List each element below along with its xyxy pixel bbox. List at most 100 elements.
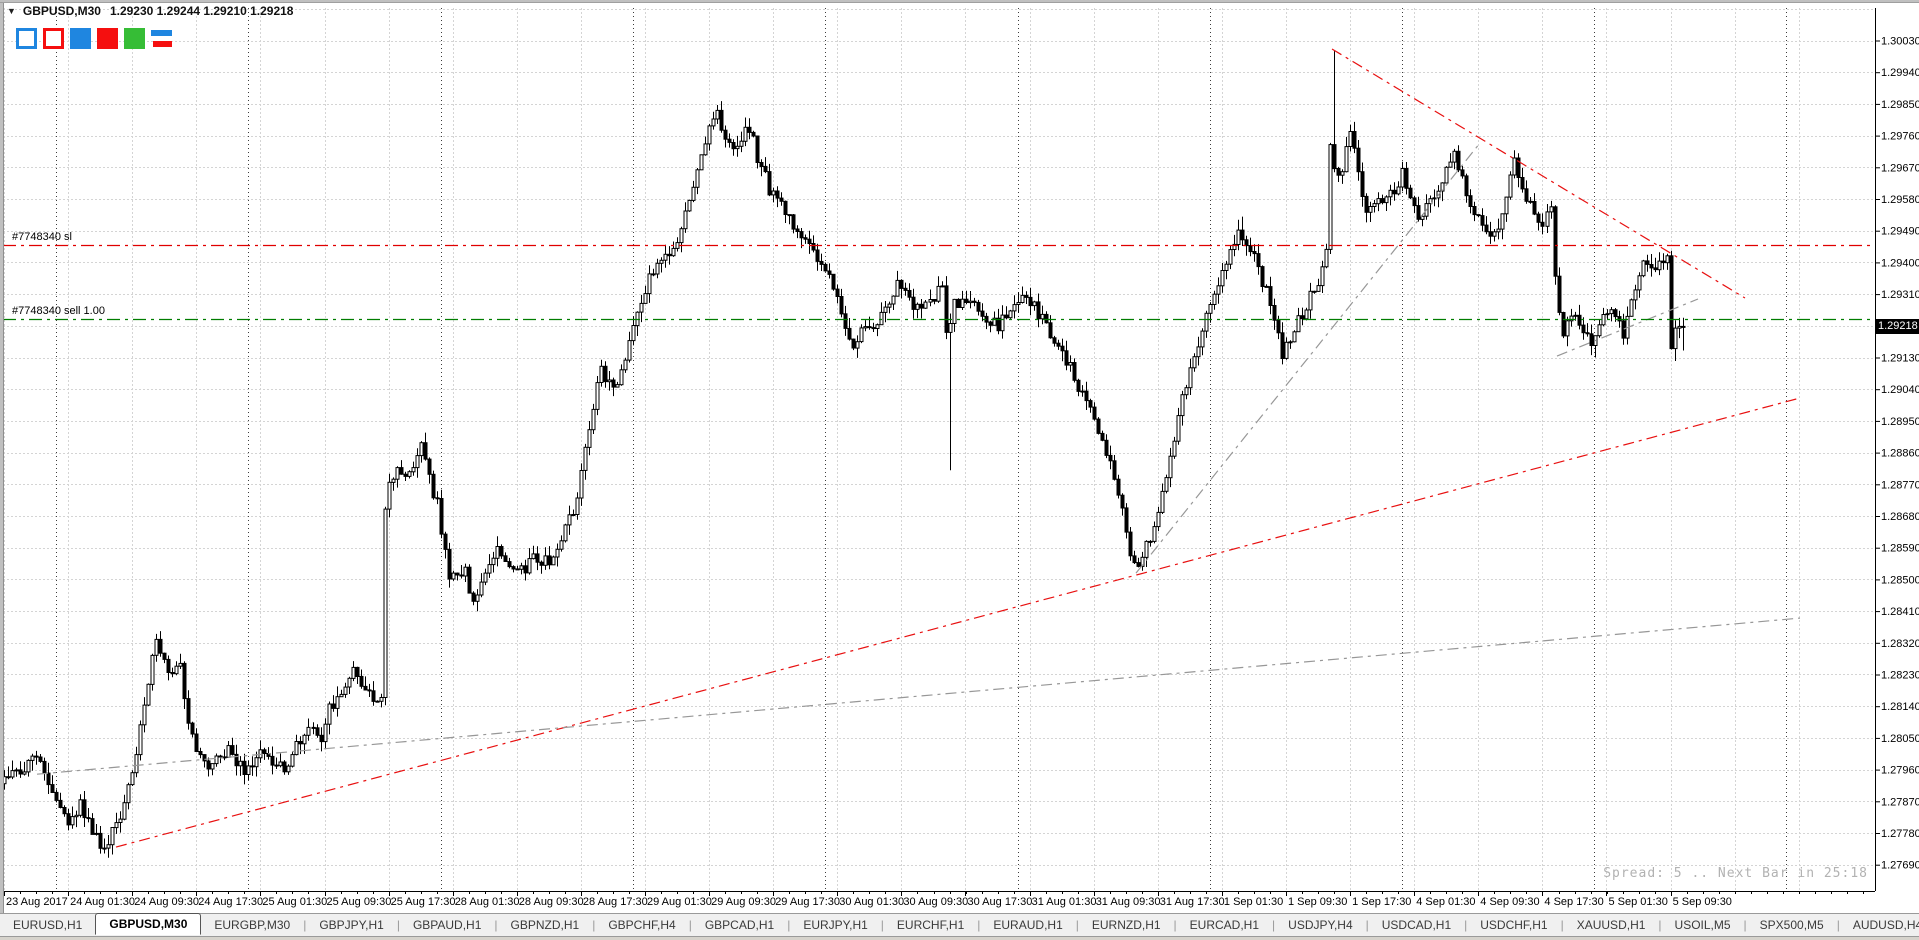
- tab-divider: |: [396, 918, 400, 932]
- tab-spx500-m5[interactable]: SPX500,M5: [1759, 918, 1824, 932]
- time-tick-label: 30 Aug 17:30: [968, 896, 1033, 908]
- chart-canvas[interactable]: 1.30030 1.29940 1.29850 1.29760 1.29670 1.295…: [0, 0, 1919, 912]
- price-tick-label: 1.28230: [1881, 670, 1919, 682]
- time-tick-label: 28 Aug 17:30: [583, 896, 648, 908]
- tab-gbpcad-h1[interactable]: GBPCAD,H1: [704, 918, 775, 932]
- price-tick-label: 1.28590: [1881, 543, 1919, 555]
- tab-eurusd-h1[interactable]: EURUSD,H1: [13, 918, 83, 932]
- hollow-red-square-swatch[interactable]: [43, 28, 64, 49]
- wedge-support-gray-trendline[interactable]: [1556, 298, 1699, 357]
- time-tick-label: 4 Sep 17:30: [1544, 896, 1603, 908]
- time-tick-label: 4 Sep 09:30: [1480, 896, 1539, 908]
- time-tick-label: 23 Aug 2017: [6, 896, 68, 908]
- tab-eurnzd-h1[interactable]: EURNZD,H1: [1091, 918, 1161, 932]
- symbol-dropdown-icon[interactable]: ▼: [7, 6, 16, 16]
- time-tick-label: 1 Sep 01:30: [1224, 896, 1283, 908]
- price-tick-label: 1.30030: [1881, 36, 1919, 48]
- tab-divider: |: [303, 918, 307, 932]
- tab-usdchf-h1[interactable]: USDCHF,H1: [1480, 918, 1548, 932]
- rising-support-red-trendline[interactable]: [115, 397, 1801, 848]
- price-tick-label: 1.29580: [1881, 194, 1919, 206]
- window-top-edge: [0, 0, 1919, 3]
- price-tick-label: 1.28680: [1881, 511, 1919, 523]
- tab-usoil-m5[interactable]: USOIL,M5: [1674, 918, 1731, 932]
- time-tick-label: 28 Aug 09:30: [519, 896, 584, 908]
- price-tick-label: 1.29850: [1881, 99, 1919, 111]
- price-tick-label: 1.28140: [1881, 701, 1919, 713]
- tab-usdcad-h1[interactable]: USDCAD,H1: [1381, 918, 1452, 932]
- grid-lines: [3, 8, 1875, 891]
- tab-divider: |: [1836, 918, 1840, 932]
- tab-divider: |: [1272, 918, 1276, 932]
- price-tick-label: 1.29310: [1881, 289, 1919, 301]
- tab-gbpaud-h1[interactable]: GBPAUD,H1: [412, 918, 482, 932]
- time-tick-label: 31 Aug 01:30: [1032, 896, 1097, 908]
- tab-gbpusd-m30[interactable]: GBPUSD,M30: [95, 913, 202, 935]
- tab-divider: |: [1658, 918, 1662, 932]
- price-tick-label: 1.27780: [1881, 828, 1919, 840]
- steep-rising-gray-trendline[interactable]: [1135, 142, 1481, 574]
- time-tick-label: 25 Aug 09:30: [327, 896, 392, 908]
- time-tick-label: 24 Aug 01:30: [70, 896, 135, 908]
- tab-euraud-h1[interactable]: EURAUD,H1: [993, 918, 1063, 932]
- chart-title: ▼ GBPUSD,M30 1.29230 1.29244 1.29210 1.292…: [7, 4, 293, 18]
- time-tick-label: 25 Aug 01:30: [262, 896, 327, 908]
- tab-divider: |: [1365, 918, 1369, 932]
- price-tick-label: 1.29940: [1881, 67, 1919, 79]
- price-tick-label: 1.28410: [1881, 606, 1919, 618]
- tab-eurgbp-m30[interactable]: EURGBP,M30: [214, 918, 291, 932]
- price-tick-label: 1.29670: [1881, 162, 1919, 174]
- tab-divider: |: [1075, 918, 1079, 932]
- day-separator-lines: [56, 8, 1787, 891]
- time-tick-label: 29 Aug 17:30: [775, 896, 840, 908]
- green-square-swatch[interactable]: [124, 28, 145, 49]
- price-tick-label: 1.28500: [1881, 574, 1919, 586]
- time-tick-label: 24 Aug 09:30: [134, 896, 199, 908]
- tab-divider: |: [1173, 918, 1177, 932]
- tab-divider: |: [1464, 918, 1468, 932]
- time-tick-label: 30 Aug 09:30: [903, 896, 968, 908]
- time-tick-label: 4 Sep 01:30: [1416, 896, 1475, 908]
- tab-xauusd-h1[interactable]: XAUUSD,H1: [1576, 918, 1646, 932]
- stop-loss-line-label: #7748340 sl: [12, 230, 72, 243]
- price-tick-label: 1.28770: [1881, 479, 1919, 491]
- falling-resistance-red-trendline[interactable]: [1331, 48, 1746, 299]
- tab-audusd-h4[interactable]: AUDUSD,H4: [1852, 918, 1919, 932]
- current-price-box: 1.29218: [1876, 319, 1919, 334]
- tab-usdjpy-h4[interactable]: USDJPY,H4: [1288, 918, 1353, 932]
- time-tick-label: 28 Aug 01:30: [455, 896, 520, 908]
- price-tick-label: 1.27960: [1881, 765, 1919, 777]
- tab-gbpnzd-h1[interactable]: GBPNZD,H1: [510, 918, 580, 932]
- shallow-rising-gray-trendline[interactable]: [36, 617, 1801, 775]
- price-tick-label: 1.28860: [1881, 448, 1919, 460]
- tab-eurcad-h1[interactable]: EURCAD,H1: [1189, 918, 1260, 932]
- time-tick-label: 5 Sep 09:30: [1673, 896, 1732, 908]
- spread-nextbar-status: Spread: 5 .. Next Bar in 25:18: [1603, 866, 1868, 881]
- tab-gbpjpy-h1[interactable]: GBPJPY,H1: [319, 918, 384, 932]
- tab-divider: |: [688, 918, 692, 932]
- candlestick-series: [2, 51, 1686, 858]
- price-tick-label: 1.28320: [1881, 638, 1919, 650]
- time-tick-label: 1 Sep 09:30: [1288, 896, 1347, 908]
- bid-ask-lines-swatch[interactable]: [151, 28, 172, 49]
- tab-divider: |: [494, 918, 498, 932]
- hollow-blue-square-swatch[interactable]: [16, 28, 37, 49]
- price-tick-label: 1.28950: [1881, 416, 1919, 428]
- tab-divider: |: [592, 918, 596, 932]
- tab-gbpchf-h4[interactable]: GBPCHF,H4: [608, 918, 676, 932]
- price-tick-label: 1.27690: [1881, 860, 1919, 872]
- chart-tab-bar: EURUSD,H1 GBPUSD,M30 EURGBP,M30 | GBPJPY,H1 |…: [0, 913, 1919, 936]
- tab-eurjpy-h1[interactable]: EURJPY,H1: [803, 918, 868, 932]
- price-tick-label: 1.29400: [1881, 257, 1919, 269]
- price-tick-label: 1.27870: [1881, 796, 1919, 808]
- red-square-swatch[interactable]: [97, 28, 118, 49]
- time-tick-label: 29 Aug 01:30: [647, 896, 712, 908]
- blue-square-swatch[interactable]: [70, 28, 91, 49]
- price-tick-label: 1.29490: [1881, 226, 1919, 238]
- tab-eurchf-h1[interactable]: EURCHF,H1: [896, 918, 965, 932]
- price-tick-label: 1.29760: [1881, 131, 1919, 143]
- time-tick-label: 30 Aug 01:30: [839, 896, 904, 908]
- chart-title-symbol: GBPUSD,M30: [22, 4, 101, 18]
- price-tick-label: 1.29130: [1881, 353, 1919, 365]
